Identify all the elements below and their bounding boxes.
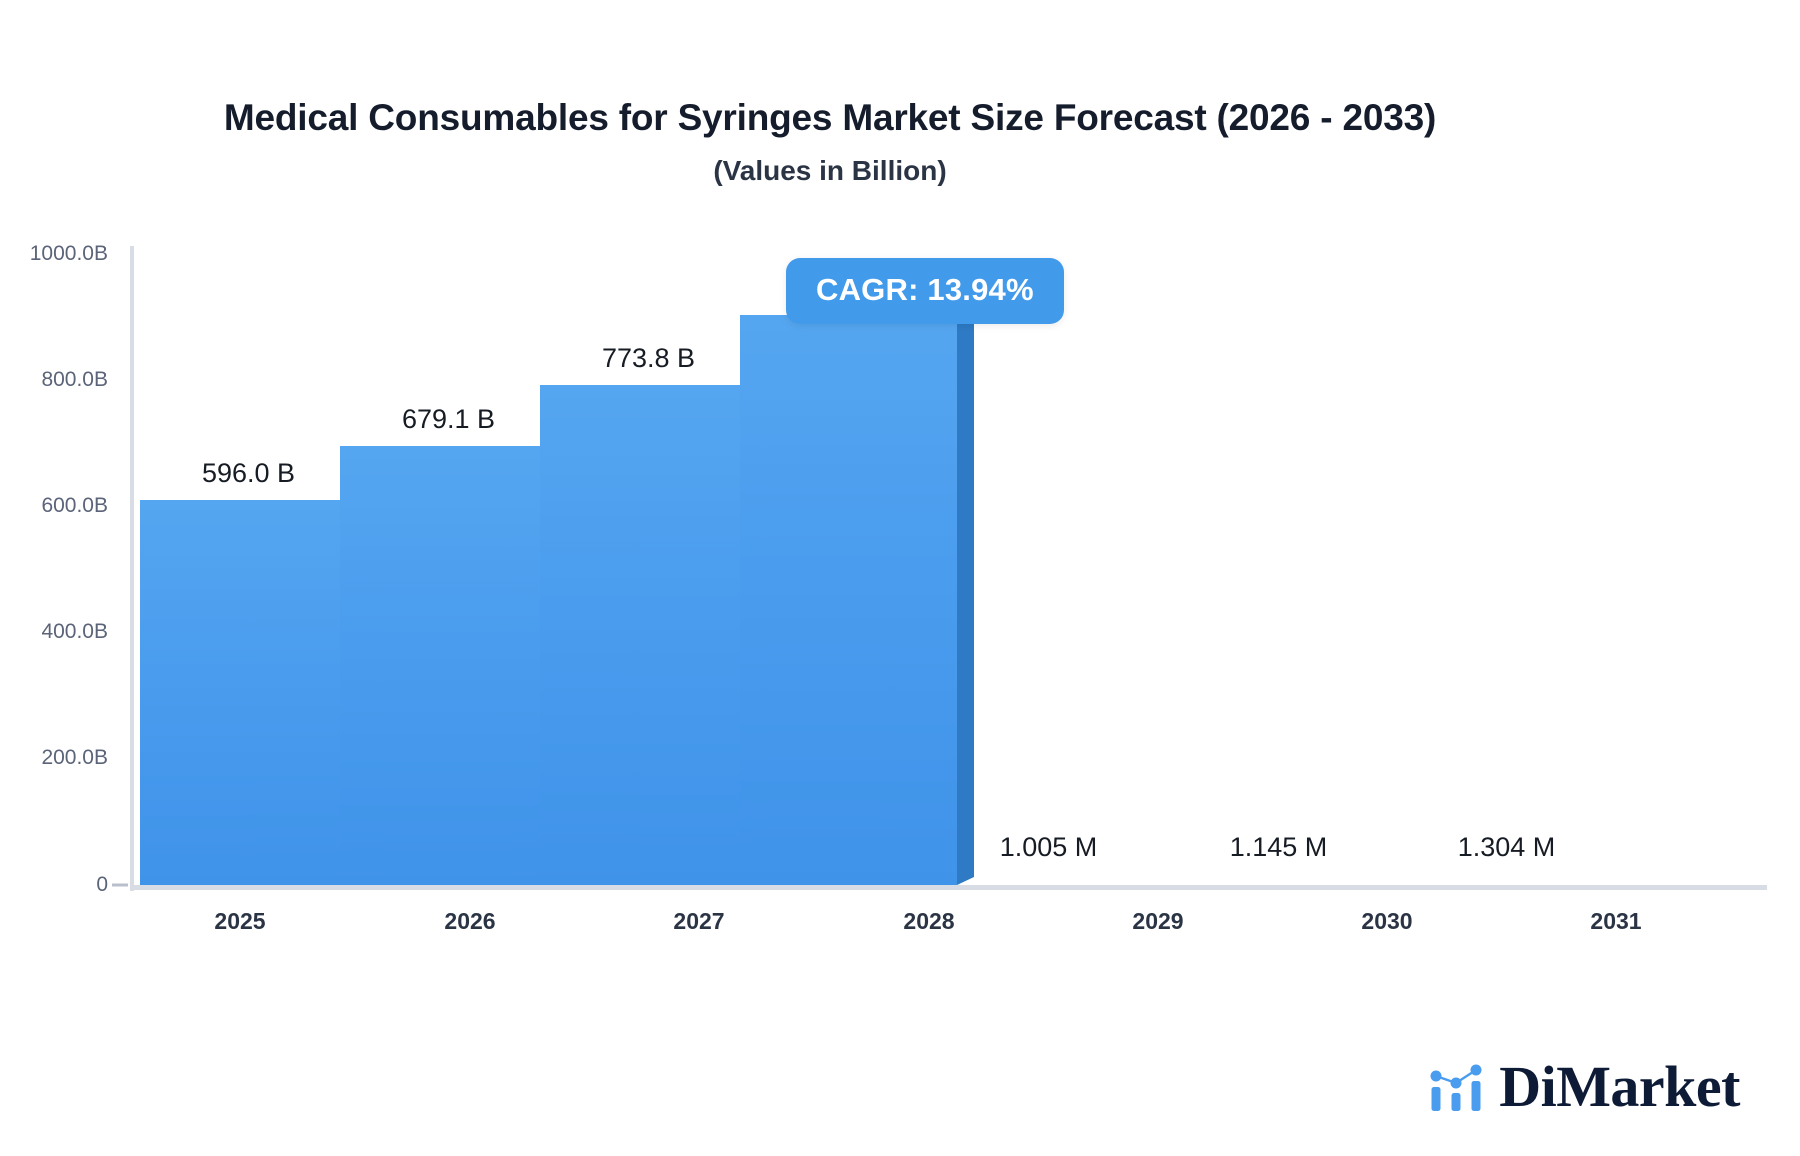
x-axis-line [130, 885, 1767, 890]
y-axis-tick-label: 600.0B [41, 494, 108, 517]
bar-value-label: 773.8 B [601, 343, 696, 373]
bar-group-2029: 1.005 M [940, 240, 1157, 885]
bar-side-face [957, 315, 974, 885]
logo-text: DiMarket [1499, 1054, 1740, 1119]
y-axis-zero-tick [112, 883, 128, 887]
bar-2025[interactable]: 596.0 B [140, 458, 357, 885]
bar-chart-icon [1430, 1064, 1482, 1111]
x-axis-tick-2026: 2026 [444, 908, 496, 934]
x-axis-tick-2025: 2025 [214, 908, 266, 934]
y-axis-line [130, 246, 134, 891]
y-axis-tick-label: 800.0B [41, 368, 108, 391]
plot-area: 1000.0B 800.0B 600.0B 400.0B 200.0B 0 59… [0, 240, 1800, 900]
bar-value-label: 596.0 B [201, 458, 296, 488]
bar-front-face [540, 385, 757, 885]
x-axis-tick-2027: 2027 [673, 908, 725, 934]
brand-logo: DiMarket [1429, 1058, 1740, 1116]
bar-group-2028: 881.7 B [740, 240, 957, 885]
bar-2026[interactable]: 679.1 B [340, 404, 557, 885]
bar-front-face [140, 500, 357, 885]
x-axis-tick-2028: 2028 [903, 908, 955, 934]
bar-front-face [340, 446, 557, 885]
y-axis-tick-label: 400.0B [41, 620, 108, 643]
bars-layer: 596.0 B 679.1 B 773.8 B [134, 240, 1767, 890]
bar-2027[interactable]: 773.8 B [540, 343, 757, 885]
bar-group-2026: 679.1 B [340, 240, 557, 885]
bar-group-2027: 773.8 B [540, 240, 757, 885]
chart-subtitle: (Values in Billion) [713, 155, 947, 187]
x-axis-labels: 2025 2026 2027 2028 2029 2030 2031 [134, 908, 1767, 948]
page-title: Medical Consumables for Syringes Market … [223, 97, 1437, 138]
x-axis-tick-2030: 2030 [1361, 908, 1413, 934]
y-axis-tick-label: 1000.0B [29, 242, 108, 265]
bar-group-2025: 596.0 B [140, 240, 357, 885]
bar-value-label: 1.304 M [1457, 832, 1556, 862]
bar-2028[interactable]: 881.7 B [740, 273, 957, 885]
y-axis: 1000.0B 800.0B 600.0B 400.0B 200.0B 0 [0, 240, 108, 900]
title-block: Medical Consumables for Syringes Market … [0, 96, 1660, 188]
bar-front-face [740, 315, 957, 885]
x-axis-tick-2031: 2031 [1590, 908, 1642, 934]
bar-value-label: 679.1 B [401, 404, 496, 434]
bar-group-2030: 1.145 M [1170, 240, 1387, 885]
bar-group-2031: 1.304 M [1398, 240, 1615, 885]
cagr-badge: CAGR: 13.94% [786, 258, 1064, 324]
x-axis-tick-2029: 2029 [1132, 908, 1184, 934]
bar-value-label: 1.145 M [1229, 832, 1328, 862]
bar-value-label: 1.005 M [999, 832, 1098, 862]
y-axis-tick-label: 200.0B [41, 746, 108, 769]
y-axis-tick-label: 0 [96, 873, 108, 896]
